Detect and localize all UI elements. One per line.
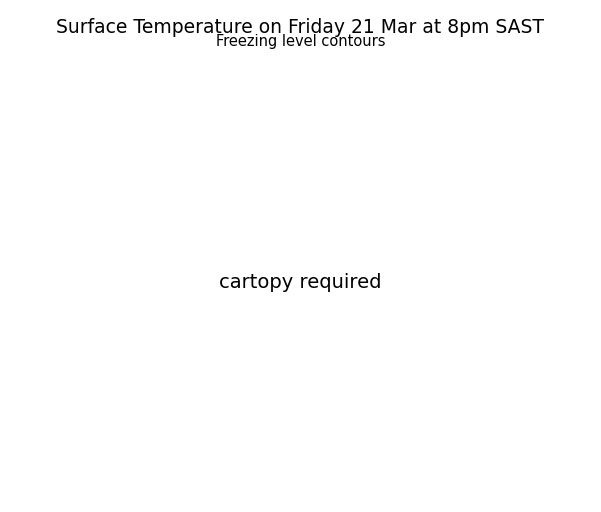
Text: Surface Temperature on Friday 21 Mar at 8pm SAST: Surface Temperature on Friday 21 Mar at … bbox=[56, 18, 545, 37]
Text: Freezing level contours: Freezing level contours bbox=[216, 34, 385, 49]
Text: cartopy required: cartopy required bbox=[219, 273, 382, 292]
